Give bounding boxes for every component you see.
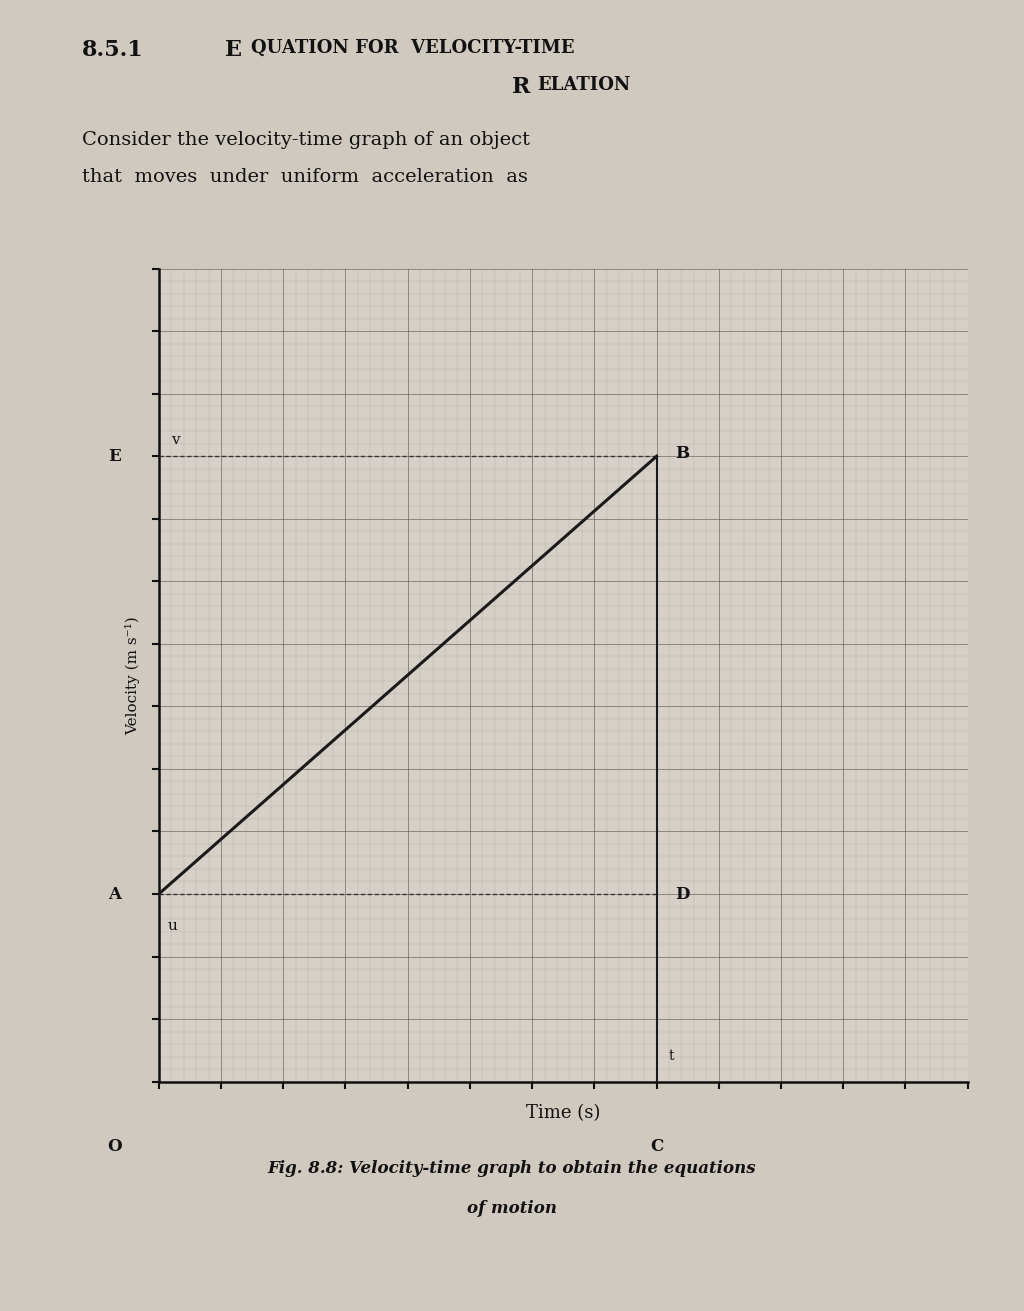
Text: t: t [669, 1049, 675, 1063]
Text: 8.5.1: 8.5.1 [82, 39, 143, 62]
Text: O: O [106, 1138, 122, 1155]
Text: Fig. 8.8: Velocity-time graph to obtain the equations: Fig. 8.8: Velocity-time graph to obtain … [267, 1160, 757, 1177]
Text: C: C [650, 1138, 664, 1155]
Text: Consider the velocity-time graph of an object: Consider the velocity-time graph of an o… [82, 131, 530, 149]
Text: of motion: of motion [467, 1200, 557, 1217]
Text: D: D [675, 885, 690, 902]
Text: E: E [109, 448, 122, 465]
Text: B: B [675, 444, 689, 461]
Text: E: E [225, 39, 243, 62]
Text: ELATION: ELATION [538, 76, 631, 94]
Text: v: v [171, 433, 180, 447]
Text: that  moves  under  uniform  acceleration  as: that moves under uniform acceleration as [82, 168, 527, 186]
Text: A: A [109, 885, 122, 902]
Y-axis label: Velocity (m s⁻¹): Velocity (m s⁻¹) [125, 616, 140, 734]
Text: R: R [512, 76, 530, 98]
X-axis label: Time (s): Time (s) [526, 1104, 600, 1122]
Text: QUATION FOR  VELOCITY-TIME: QUATION FOR VELOCITY-TIME [251, 39, 574, 58]
Text: u: u [168, 919, 178, 933]
